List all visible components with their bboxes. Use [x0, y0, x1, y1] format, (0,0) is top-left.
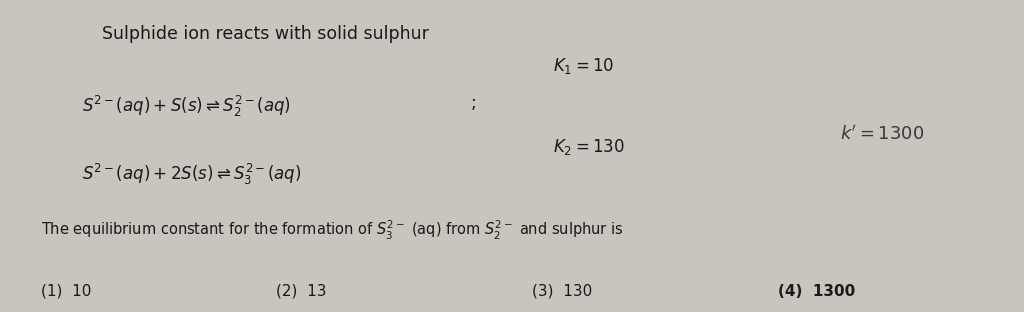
Text: $S^{2-}(aq) + 2S(s) \rightleftharpoons S_3^{2-}(aq)$: $S^{2-}(aq) + 2S(s) \rightleftharpoons S… — [82, 162, 301, 187]
Text: $k' = 1300$: $k' = 1300$ — [840, 125, 924, 144]
Text: $S^{2-}(aq) + S(s) \rightleftharpoons S_2^{2-}(aq)$: $S^{2-}(aq) + S(s) \rightleftharpoons S_… — [82, 94, 291, 119]
Text: $K_2 = 130$: $K_2 = 130$ — [553, 137, 625, 157]
Text: (4)  1300: (4) 1300 — [778, 284, 855, 299]
Text: (3)  130: (3) 130 — [532, 284, 593, 299]
Text: $K_1 = 10$: $K_1 = 10$ — [553, 56, 614, 76]
Text: (2)  13: (2) 13 — [276, 284, 327, 299]
Text: The equilibrium constant for the formation of $S_3^{2-}$ (aq) from $S_2^{2-}$ an: The equilibrium constant for the formati… — [41, 218, 624, 241]
Text: Sulphide ion reacts with solid sulphur: Sulphide ion reacts with solid sulphur — [102, 25, 429, 43]
Text: (1)  10: (1) 10 — [41, 284, 91, 299]
Text: ;: ; — [471, 94, 477, 112]
